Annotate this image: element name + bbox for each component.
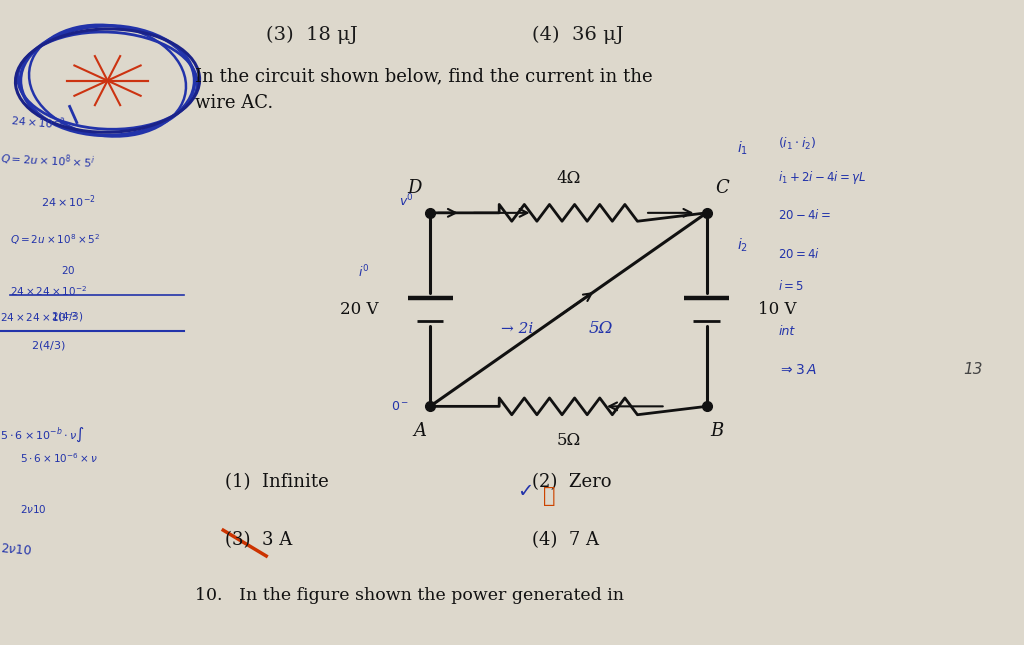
Text: $2\nu10$: $2\nu10$: [0, 542, 33, 558]
Text: 13: 13: [964, 362, 983, 377]
Text: $24\times10^{-2}$: $24\times10^{-2}$: [10, 111, 67, 132]
Text: $Q=2u\times10^8 \times 5^2$: $Q=2u\times10^8 \times 5^2$: [10, 232, 100, 247]
Text: (4)  36 μJ: (4) 36 μJ: [532, 26, 625, 44]
Text: $2(4/3)$: $2(4/3)$: [31, 339, 66, 352]
Text: $24\times24\times10^{-2}$: $24\times24\times10^{-2}$: [0, 311, 77, 324]
Text: $i_1$: $i_1$: [737, 140, 749, 157]
Text: $i_1+2i-4i=\gamma L$: $i_1+2i-4i=\gamma L$: [778, 168, 866, 186]
Text: $i^0$: $i^0$: [358, 264, 370, 281]
Text: $i_2$: $i_2$: [737, 237, 749, 253]
Text: 4Ω: 4Ω: [556, 170, 581, 187]
Text: 20 V: 20 V: [340, 301, 379, 318]
Text: $20$: $20$: [61, 264, 76, 277]
Text: (1)  Infinite: (1) Infinite: [225, 473, 329, 491]
Text: ✗: ✗: [543, 487, 555, 506]
Text: (3)  3 A: (3) 3 A: [225, 531, 293, 549]
Text: $24\times10^{-2}$: $24\times10^{-2}$: [41, 194, 95, 210]
Text: $0^-$: $0^-$: [391, 399, 410, 413]
Text: ✓: ✓: [517, 482, 534, 501]
Text: B: B: [711, 422, 723, 441]
Text: $v^0$: $v^0$: [399, 193, 415, 210]
Text: C: C: [715, 179, 729, 197]
Text: (3)  18 μJ: (3) 18 μJ: [266, 26, 358, 44]
Text: In the circuit shown below, find the current in the
wire AC.: In the circuit shown below, find the cur…: [195, 68, 652, 112]
Text: $\Rightarrow 3\,A$: $\Rightarrow 3\,A$: [778, 363, 817, 377]
Text: $i=5$: $i=5$: [778, 279, 804, 293]
Text: 10.   In the figure shown the power generated in: 10. In the figure shown the power genera…: [195, 587, 624, 604]
Text: 5Ω: 5Ω: [589, 321, 613, 337]
Text: $2(4/3)$: $2(4/3)$: [51, 310, 84, 322]
Text: $20=4i$: $20=4i$: [778, 247, 820, 261]
Text: $Q=2u\times10^8 \times 5^i$: $Q=2u\times10^8 \times 5^i$: [0, 150, 95, 172]
Text: $(i_1\cdot i_2)$: $(i_1\cdot i_2)$: [778, 136, 816, 152]
Text: $5\cdot6\times10^{-b}\cdot\nu\int$: $5\cdot6\times10^{-b}\cdot\nu\int$: [0, 426, 85, 444]
Text: $5\cdot6\times10^{-6}\times\nu$: $5\cdot6\times10^{-6}\times\nu$: [20, 451, 98, 465]
Text: $2\nu10$: $2\nu10$: [20, 503, 47, 515]
Text: 10 V: 10 V: [758, 301, 797, 318]
Text: (2)  Zero: (2) Zero: [532, 473, 612, 491]
Text: $24\times24\times10^{-2}$: $24\times24\times10^{-2}$: [10, 284, 87, 297]
Text: int: int: [778, 325, 795, 339]
Text: (4)  7 A: (4) 7 A: [532, 531, 599, 549]
Text: 5Ω: 5Ω: [556, 432, 581, 449]
Text: A: A: [414, 422, 426, 441]
Text: → 2i: → 2i: [501, 322, 534, 336]
Text: D: D: [408, 179, 422, 197]
Text: $20-4i=$: $20-4i=$: [778, 208, 831, 223]
